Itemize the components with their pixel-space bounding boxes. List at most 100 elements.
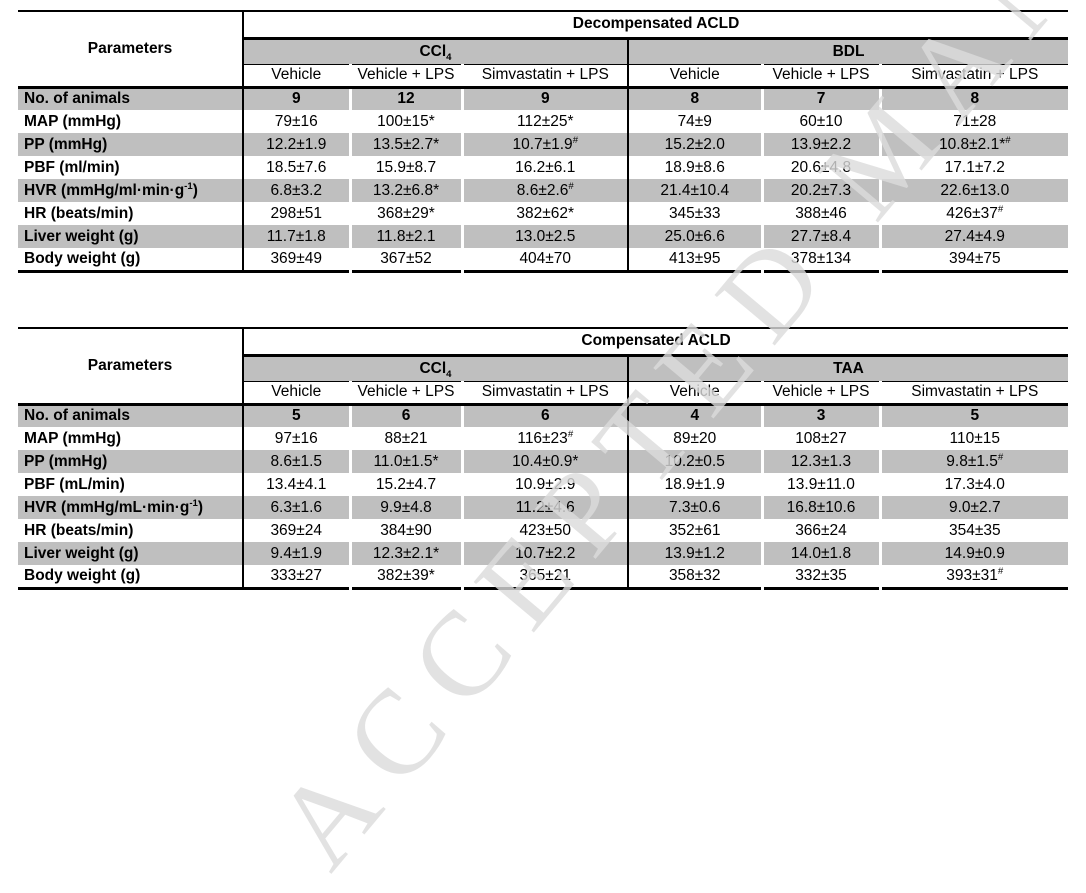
value-cell: 354±35 — [948, 521, 1001, 539]
value-cell: 27.7±8.4 — [762, 225, 882, 248]
value-cell: 404±70 — [462, 248, 629, 271]
group-header: BDL — [628, 38, 1069, 65]
column-header: Vehicle — [628, 381, 764, 406]
value-cell: 7.3±0.6 — [628, 496, 764, 519]
value-cell: 8 — [628, 87, 764, 110]
value-cell: 10.2±0.5 — [628, 450, 764, 473]
column-header: Vehicle — [243, 64, 352, 89]
column-header: Simvastatin + LPS — [880, 381, 1069, 406]
header-row-columns: Vehicle Vehicle + LPS Simvastatin + LPS Veh… — [18, 381, 1069, 406]
value-cell: 71±28 — [953, 112, 997, 130]
param-cell: HR (beats/min) — [18, 202, 244, 225]
group-header: CCl4 — [243, 38, 629, 65]
value-cell: 358±32 — [628, 565, 764, 588]
value-cell: 13.5±2.7* — [350, 133, 464, 156]
value-cell: 11.2±4.6 — [462, 496, 629, 519]
param-cell: MAP (mmHg) — [18, 110, 244, 133]
group-header: TAA — [628, 355, 1069, 382]
value-cell: 423±50 — [462, 519, 629, 542]
param-cell: MAP (mmHg) — [18, 427, 244, 450]
value-cell: 366±24 — [762, 519, 882, 542]
table-row: Body weight (g) 333±27 382±39* 365±21 358±32… — [18, 565, 1068, 588]
value-cell: 6 — [462, 404, 629, 427]
param-cell: Liver weight (g) — [18, 542, 244, 565]
value-cell: 369±49 — [243, 248, 352, 271]
value-cell: 384±90 — [350, 519, 464, 542]
param-cell: No. of animals — [18, 87, 244, 110]
value-cell: 12.3±2.1* — [350, 542, 464, 565]
value-cell: 365±21 — [462, 565, 629, 588]
value-cell: 13.0±2.5 — [462, 225, 629, 248]
value-cell: 12.3±1.3 — [762, 450, 882, 473]
value-cell: 10.8±2.1*# — [880, 133, 1069, 156]
param-cell: PP (mmHg) — [18, 133, 244, 156]
column-header: Simvastatin + LPS — [880, 64, 1069, 89]
value-cell: 20.2±7.3 — [762, 179, 882, 202]
value-cell: 116±23# — [462, 427, 629, 450]
value-cell: 12 — [350, 87, 464, 110]
value-cell: 14.0±1.8 — [762, 542, 882, 565]
table-row: MAP (mmHg) 97±16 88±21 116±23# 89±20 108±27 11… — [18, 427, 1068, 450]
value-cell: 88±21 — [350, 427, 464, 450]
table-row: Liver weight (g) 9.4±1.9 12.3±2.1* 10.7±2.2… — [18, 542, 1069, 565]
value-cell: 16.8±10.6 — [762, 496, 882, 519]
value-cell: 367±52 — [350, 248, 464, 271]
value-cell: 27.4±4.9 — [880, 225, 1069, 248]
column-header: Vehicle + LPS — [350, 64, 464, 89]
params-label: Parameters — [18, 328, 244, 406]
value-cell: 10.9±2.9 — [462, 473, 629, 496]
value-cell: 89±20 — [628, 427, 764, 450]
value-cell: 10.7±2.2 — [462, 542, 629, 565]
table-compensated-acld: Parameters Compensated ACLD CCl4 TAA Vehicle… — [18, 327, 1069, 590]
value-cell: 5 — [880, 404, 1069, 427]
value-cell: 22.6±13.0 — [880, 179, 1069, 202]
column-header: Simvastatin + LPS — [462, 381, 629, 406]
param-cell: PBF (ml/min) — [18, 156, 244, 179]
value-cell: 100±15* — [350, 110, 464, 133]
value-cell: 11.0±1.5* — [350, 450, 464, 473]
value-cell: 332±35 — [762, 565, 882, 588]
value-cell: 17.1±7.2 — [944, 158, 1005, 176]
value-cell: 74±9 — [628, 110, 764, 133]
value-cell: 11.7±1.8 — [243, 225, 352, 248]
param-cell: Body weight (g) — [18, 248, 244, 271]
value-cell: 13.9±11.0 — [762, 473, 882, 496]
value-cell: 13.4±4.1 — [243, 473, 352, 496]
value-cell: 388±46 — [762, 202, 882, 225]
value-cell: 345±33 — [628, 202, 764, 225]
column-header: Vehicle + LPS — [350, 381, 464, 406]
table-row: MAP (mmHg) 79±16 100±15* 112±25* 74±9 60±10 71… — [18, 110, 1068, 133]
value-cell: 79±16 — [243, 110, 352, 133]
value-cell: 378±134 — [762, 248, 882, 271]
column-header: Vehicle + LPS — [762, 64, 882, 89]
value-cell: 13.9±1.2 — [628, 542, 764, 565]
value-cell: 394±75 — [948, 249, 1001, 267]
header-row-groups: CCl4 BDL — [18, 38, 1069, 65]
value-cell: 382±39* — [350, 565, 464, 588]
value-cell: 60±10 — [762, 110, 882, 133]
value-cell: 18.9±8.6 — [628, 156, 764, 179]
value-cell: 352±61 — [628, 519, 764, 542]
table-row: PBF (ml/min) 18.5±7.6 15.9±8.7 16.2±6.1 18.9… — [18, 156, 1068, 179]
value-cell: 17.3±4.0 — [944, 475, 1005, 493]
value-cell: 10.7±1.9# — [462, 133, 629, 156]
value-cell: 9 — [243, 87, 352, 110]
table-row: Body weight (g) 369±49 367±52 404±70 413±95 3… — [18, 248, 1068, 271]
value-cell: 10.4±0.9* — [462, 450, 629, 473]
value-cell: 15.9±8.7 — [350, 156, 464, 179]
param-cell: PBF (mL/min) — [18, 473, 244, 496]
value-cell: 3 — [762, 404, 882, 427]
value-cell: 8.6±2.6# — [462, 179, 629, 202]
group-header: CCl4 — [243, 355, 629, 382]
table-row: HVR (mmHg/ml·min·g-1) 6.8±3.2 13.2±6.8* 8.6… — [18, 179, 1069, 202]
column-header: Vehicle + LPS — [762, 381, 882, 406]
value-cell: 8.6±1.5 — [243, 450, 352, 473]
value-cell: 382±62* — [462, 202, 629, 225]
value-cell: 110±15 — [949, 429, 1001, 447]
value-cell: 14.9±0.9 — [880, 542, 1069, 565]
value-cell: 11.8±2.1 — [350, 225, 464, 248]
value-cell: 5 — [243, 404, 352, 427]
value-cell: 298±51 — [243, 202, 352, 225]
value-cell: 9.8±1.5# — [880, 450, 1069, 473]
value-cell: 20.6±4.8 — [762, 156, 882, 179]
